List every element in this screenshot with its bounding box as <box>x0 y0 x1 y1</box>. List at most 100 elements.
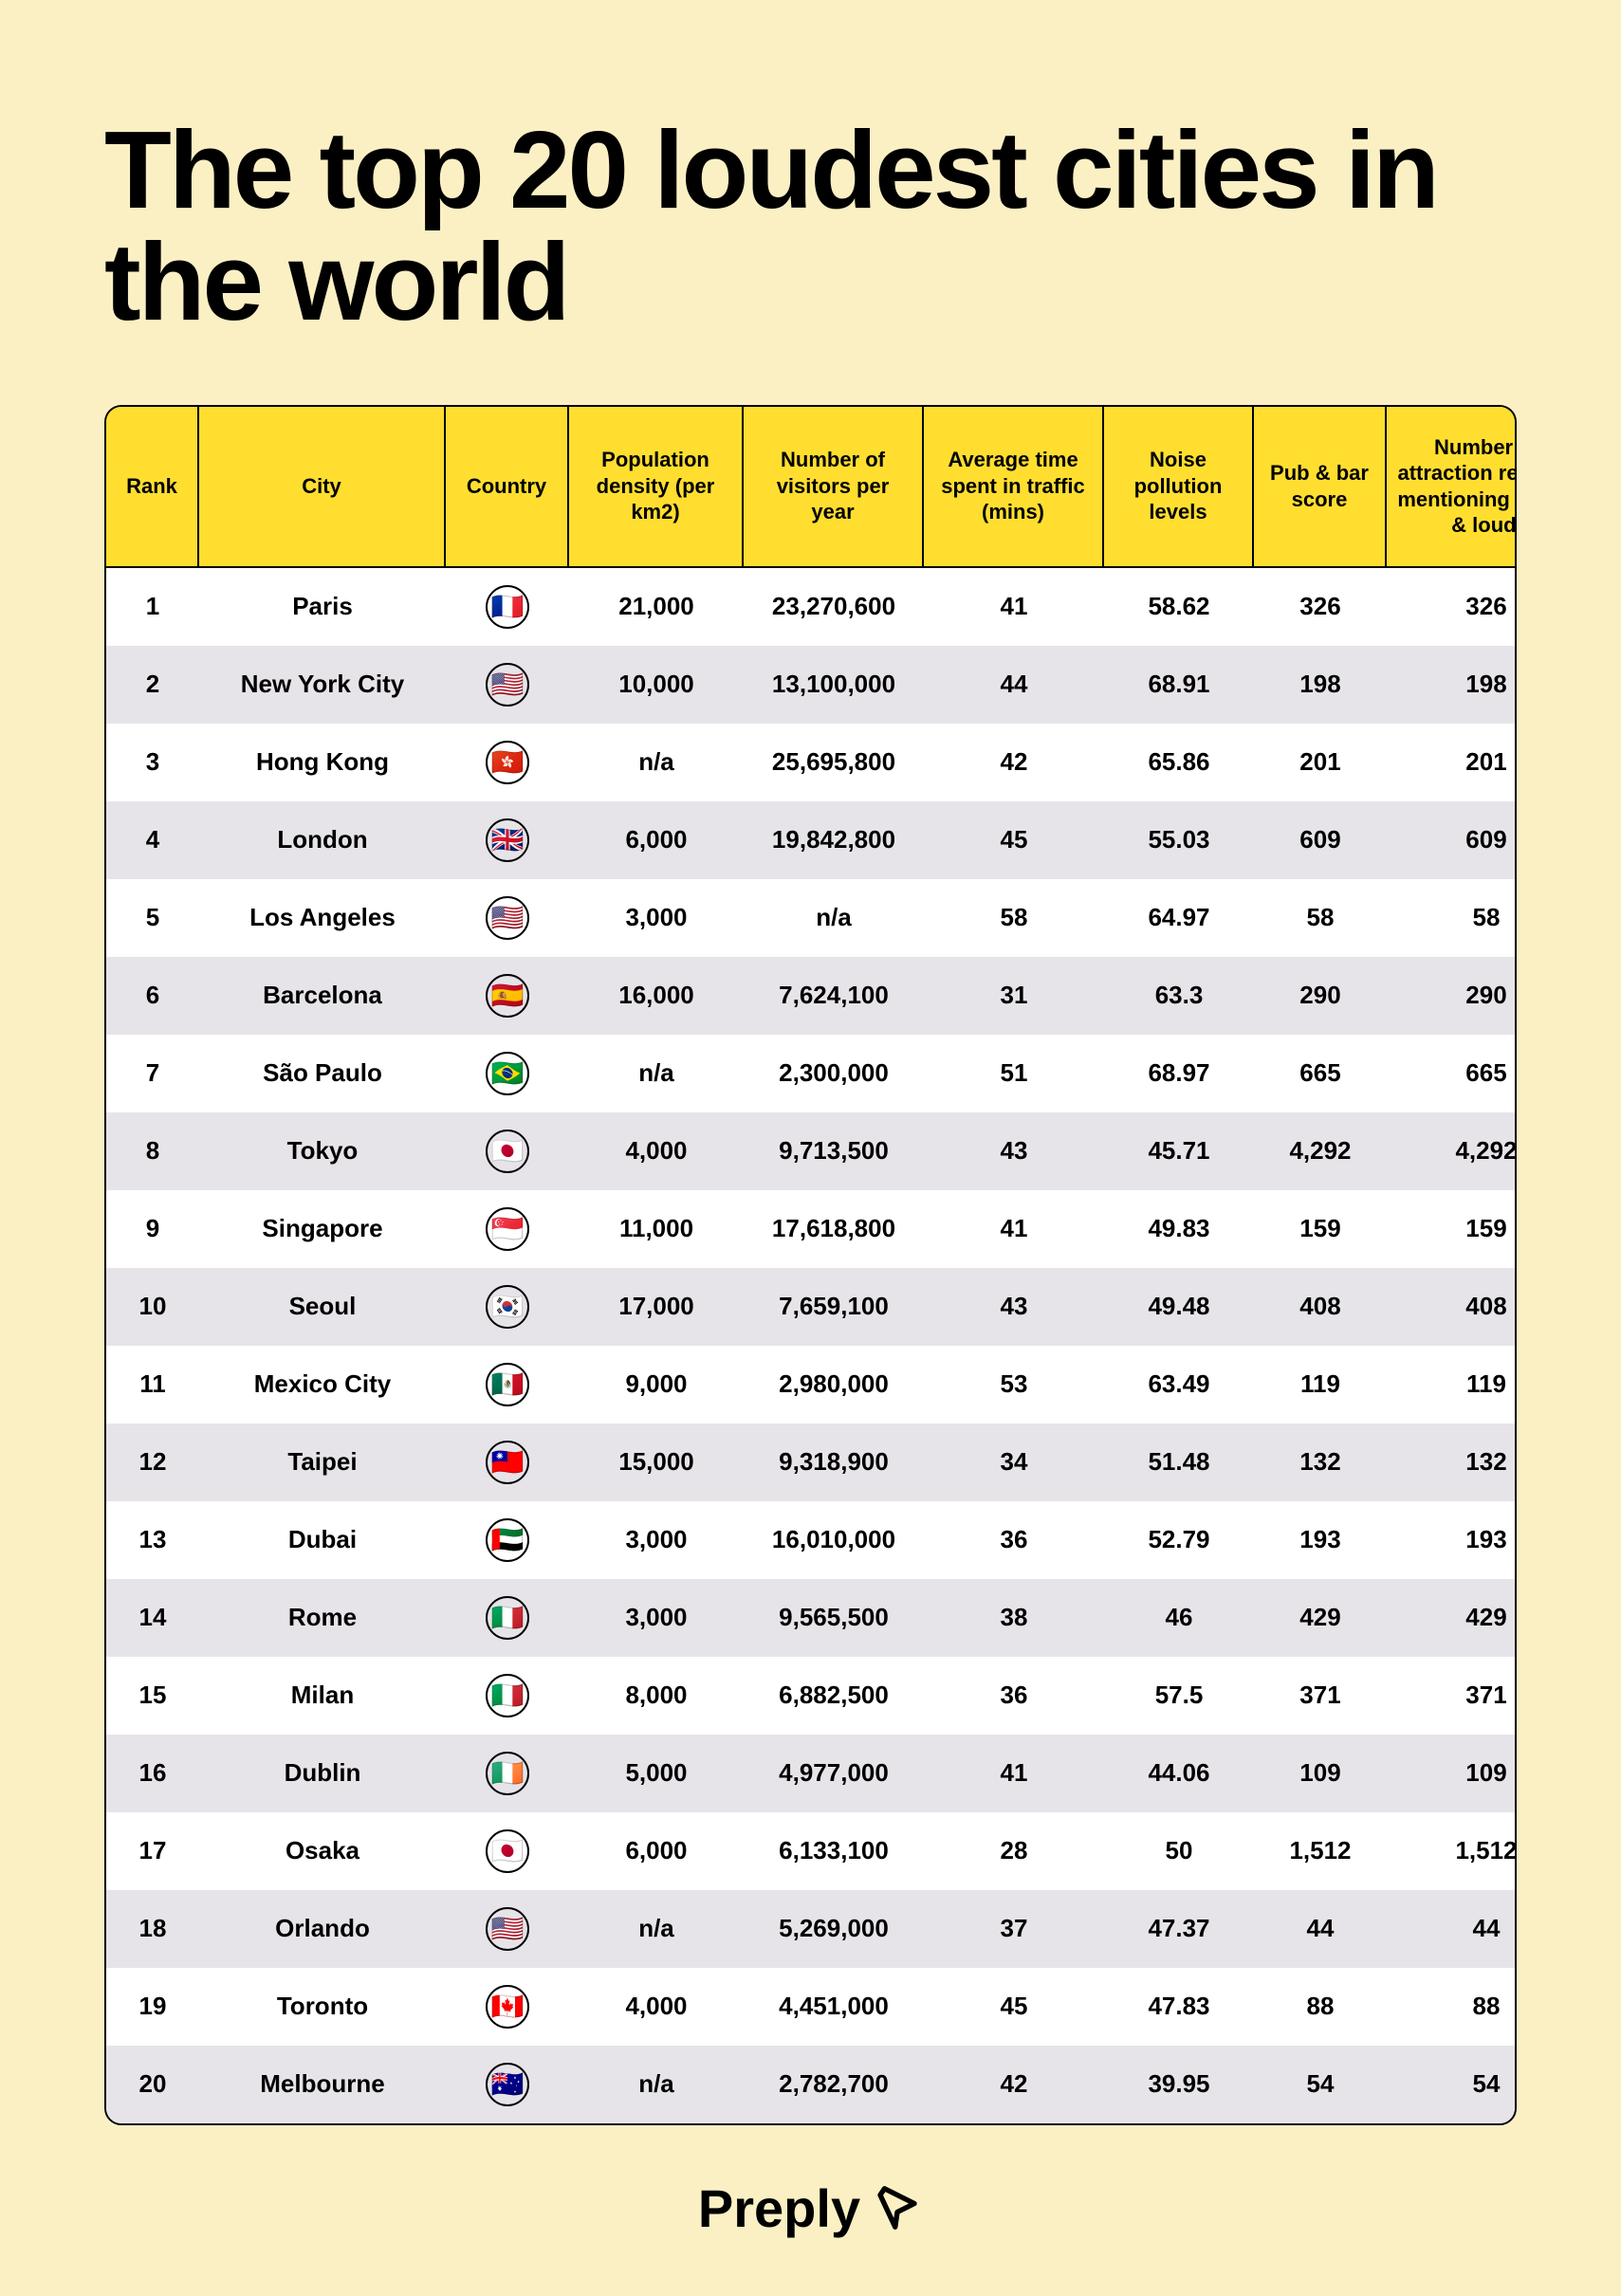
cell-traffic: 31 <box>924 971 1104 1019</box>
cell-traffic: 43 <box>924 1127 1104 1175</box>
cell-visitors: 19,842,800 <box>744 816 924 864</box>
cell-visitors: 5,269,000 <box>744 1904 924 1953</box>
cell-city: London <box>199 816 446 864</box>
cell-reviews: 109 <box>1387 1749 1517 1797</box>
flag-icon: 🇮🇹 <box>486 1674 529 1717</box>
cell-city: Los Angeles <box>199 893 446 942</box>
cell-country: 🇯🇵 <box>446 1120 569 1183</box>
cell-density: 10,000 <box>569 660 744 708</box>
flag-icon: 🇮🇹 <box>486 1596 529 1640</box>
flag-icon: 🇬🇧 <box>486 818 529 862</box>
cell-pubs: 119 <box>1254 1360 1387 1408</box>
cell-visitors: 9,565,500 <box>744 1593 924 1642</box>
cell-noise: 46 <box>1104 1593 1254 1642</box>
cell-country: 🇮🇹 <box>446 1587 569 1649</box>
cell-country: 🇪🇸 <box>446 964 569 1027</box>
cell-traffic: 58 <box>924 893 1104 942</box>
cell-city: Tokyo <box>199 1127 446 1175</box>
cell-traffic: 41 <box>924 1749 1104 1797</box>
cell-country: 🇺🇸 <box>446 887 569 949</box>
cell-visitors: 4,977,000 <box>744 1749 924 1797</box>
cell-pubs: 290 <box>1254 971 1387 1019</box>
cell-traffic: 41 <box>924 1204 1104 1253</box>
cell-pubs: 58 <box>1254 893 1387 942</box>
table-row: 4London🇬🇧6,00019,842,8004555.03609609 <box>106 801 1515 879</box>
cell-rank: 15 <box>106 1671 199 1719</box>
cell-noise: 39.95 <box>1104 2060 1254 2108</box>
cell-density: n/a <box>569 738 744 786</box>
cell-rank: 3 <box>106 738 199 786</box>
table-row: 5Los Angeles🇺🇸3,000n/a5864.975858 <box>106 879 1515 957</box>
data-table: Rank City Country Population density (pe… <box>104 405 1517 2125</box>
brand-logo: Preply <box>698 2177 923 2239</box>
cell-noise: 52.79 <box>1104 1515 1254 1564</box>
cell-city: Dublin <box>199 1749 446 1797</box>
cell-pubs: 198 <box>1254 660 1387 708</box>
cell-visitors: 9,713,500 <box>744 1127 924 1175</box>
flag-icon: 🇺🇸 <box>486 663 529 707</box>
cell-pubs: 4,292 <box>1254 1127 1387 1175</box>
cell-traffic: 53 <box>924 1360 1104 1408</box>
cell-visitors: 7,624,100 <box>744 971 924 1019</box>
cell-reviews: 44 <box>1387 1904 1517 1953</box>
table-header-row: Rank City Country Population density (pe… <box>106 407 1515 568</box>
cell-visitors: 2,782,700 <box>744 2060 924 2108</box>
cell-city: Paris <box>199 582 446 631</box>
cell-reviews: 88 <box>1387 1982 1517 2030</box>
cell-noise: 68.91 <box>1104 660 1254 708</box>
cell-country: 🇰🇷 <box>446 1276 569 1338</box>
col-reviews: Number of attraction reviews mentioning … <box>1387 407 1517 566</box>
cell-country: 🇨🇦 <box>446 1975 569 2038</box>
cell-visitors: 7,659,100 <box>744 1282 924 1331</box>
cell-traffic: 44 <box>924 660 1104 708</box>
cell-country: 🇮🇪 <box>446 1742 569 1805</box>
cell-density: 17,000 <box>569 1282 744 1331</box>
cell-reviews: 193 <box>1387 1515 1517 1564</box>
table-row: 3Hong Kong🇭🇰n/a25,695,8004265.86201201 <box>106 724 1515 801</box>
cell-noise: 51.48 <box>1104 1438 1254 1486</box>
flag-icon: 🇺🇸 <box>486 1907 529 1951</box>
cell-country: 🇦🇺 <box>446 2053 569 2116</box>
cell-pubs: 201 <box>1254 738 1387 786</box>
flag-icon: 🇮🇪 <box>486 1752 529 1795</box>
cell-pubs: 54 <box>1254 2060 1387 2108</box>
cell-city: Dubai <box>199 1515 446 1564</box>
table-row: 8Tokyo🇯🇵4,0009,713,5004345.714,2924,292 <box>106 1112 1515 1190</box>
cell-city: Barcelona <box>199 971 446 1019</box>
cell-country: 🇦🇪 <box>446 1509 569 1571</box>
cell-reviews: 371 <box>1387 1671 1517 1719</box>
cell-reviews: 54 <box>1387 2060 1517 2108</box>
cell-visitors: 25,695,800 <box>744 738 924 786</box>
cell-reviews: 609 <box>1387 816 1517 864</box>
cell-density: 4,000 <box>569 1127 744 1175</box>
cell-visitors: 4,451,000 <box>744 1982 924 2030</box>
cell-traffic: 45 <box>924 1982 1104 2030</box>
cell-city: Orlando <box>199 1904 446 1953</box>
cell-reviews: 201 <box>1387 738 1517 786</box>
col-density: Population density (per km2) <box>569 407 744 566</box>
col-pubs: Pub & bar score <box>1254 407 1387 566</box>
table-body: 1Paris🇫🇷21,00023,270,6004158.623263262Ne… <box>106 568 1515 2123</box>
cell-reviews: 159 <box>1387 1204 1517 1253</box>
flag-icon: 🇪🇸 <box>486 974 529 1018</box>
cell-country: 🇧🇷 <box>446 1042 569 1105</box>
cell-visitors: 2,980,000 <box>744 1360 924 1408</box>
cell-traffic: 28 <box>924 1827 1104 1875</box>
cell-pubs: 371 <box>1254 1671 1387 1719</box>
cell-pubs: 88 <box>1254 1982 1387 2030</box>
cell-traffic: 45 <box>924 816 1104 864</box>
cell-rank: 16 <box>106 1749 199 1797</box>
cell-pubs: 159 <box>1254 1204 1387 1253</box>
cell-rank: 4 <box>106 816 199 864</box>
cell-rank: 2 <box>106 660 199 708</box>
cell-rank: 17 <box>106 1827 199 1875</box>
cell-density: 5,000 <box>569 1749 744 1797</box>
cell-pubs: 193 <box>1254 1515 1387 1564</box>
cell-pubs: 665 <box>1254 1049 1387 1097</box>
brand-text: Preply <box>698 2177 860 2239</box>
cell-city: Mexico City <box>199 1360 446 1408</box>
cell-noise: 47.83 <box>1104 1982 1254 2030</box>
cell-rank: 10 <box>106 1282 199 1331</box>
cell-noise: 49.83 <box>1104 1204 1254 1253</box>
cell-rank: 14 <box>106 1593 199 1642</box>
